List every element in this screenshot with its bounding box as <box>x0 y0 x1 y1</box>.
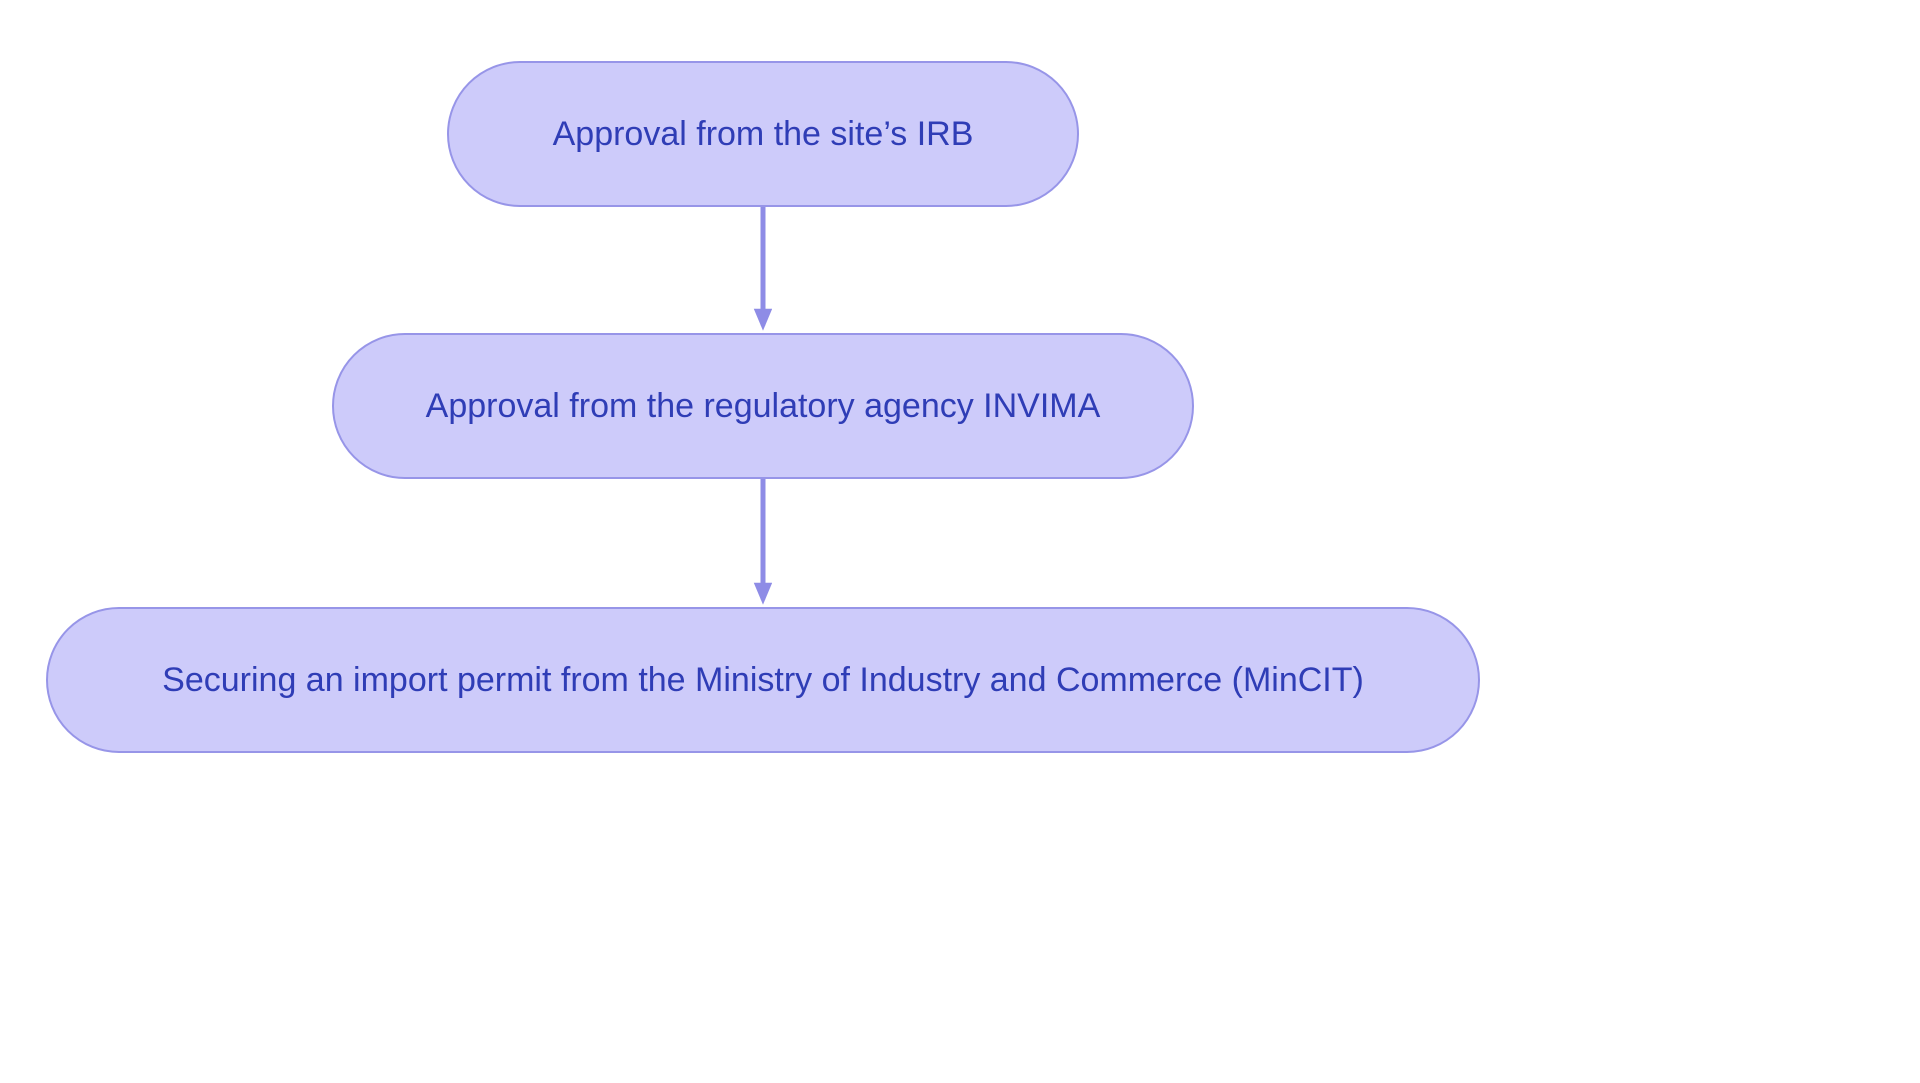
node-label-n1: Approval from the site’s IRB <box>448 62 1078 206</box>
node-label-n3: Securing an import permit from the Minis… <box>47 608 1479 752</box>
flowchart-canvas: Approval from the site’s IRB Approval fro… <box>0 0 1920 1083</box>
labels-layer: Approval from the site’s IRB Approval fro… <box>0 0 1920 1083</box>
node-label-n2: Approval from the regulatory agency INVI… <box>333 334 1193 478</box>
